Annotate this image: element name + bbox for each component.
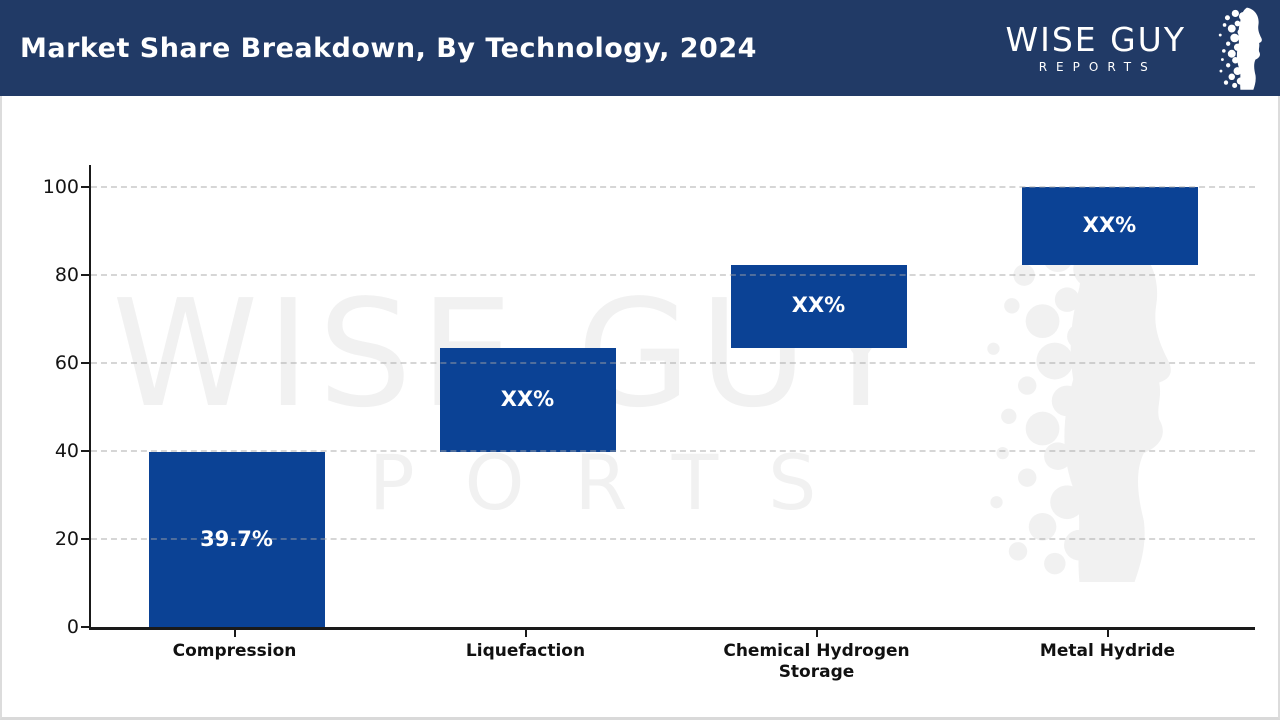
x-axis-tick-mark [233, 629, 236, 637]
gridline-60 [91, 362, 1255, 364]
logo-wise-guy-text: WISE GUY [1005, 19, 1186, 59]
x-axis-category-label: Liquefaction [465, 641, 586, 661]
y-axis-tick-mark [81, 538, 89, 540]
logo-text: WISE GUY REPORTS [1005, 23, 1186, 74]
y-axis-tick-label: 60 [54, 352, 79, 374]
x-axis-tick-mark [1106, 629, 1109, 637]
y-axis-tick-mark [81, 186, 89, 188]
x-axis-tick-mark [524, 629, 527, 637]
y-axis-tick-label: 80 [54, 264, 79, 286]
logo-head-icon [1190, 6, 1262, 90]
bar-metal-hydride [1021, 187, 1198, 265]
y-axis-tick-mark [81, 362, 89, 364]
y-axis-tick-label: 40 [54, 440, 79, 462]
y-axis-tick-mark [81, 626, 89, 628]
y-axis-tick-label: 20 [54, 528, 79, 550]
bar-compression [148, 452, 325, 627]
bar-chemical-hydrogen-storage [730, 264, 907, 348]
x-axis-category-label: Compression [172, 641, 297, 661]
chart-plot-area: 39.7% XX% XX% XX% [89, 165, 1255, 630]
header-bar: Market Share Breakdown, By Technology, 2… [0, 0, 1280, 96]
y-axis-tick-label: 0 [66, 616, 79, 638]
wise-guy-reports-logo: WISE GUY REPORTS [1005, 6, 1262, 90]
y-axis-tick-mark [81, 450, 89, 452]
logo-reports-text: REPORTS [1038, 59, 1157, 74]
gridline-80 [91, 274, 1255, 276]
x-axis-category-label: Metal Hydride [1039, 641, 1176, 661]
y-axis-tick-label: 100 [42, 176, 79, 198]
page-title: Market Share Breakdown, By Technology, 2… [20, 32, 757, 64]
bar-liquefaction [439, 347, 616, 453]
x-axis-category-label: Chemical Hydrogen Storage [723, 641, 910, 683]
x-axis-tick-mark [815, 629, 818, 637]
y-axis-tick-mark [81, 274, 89, 276]
